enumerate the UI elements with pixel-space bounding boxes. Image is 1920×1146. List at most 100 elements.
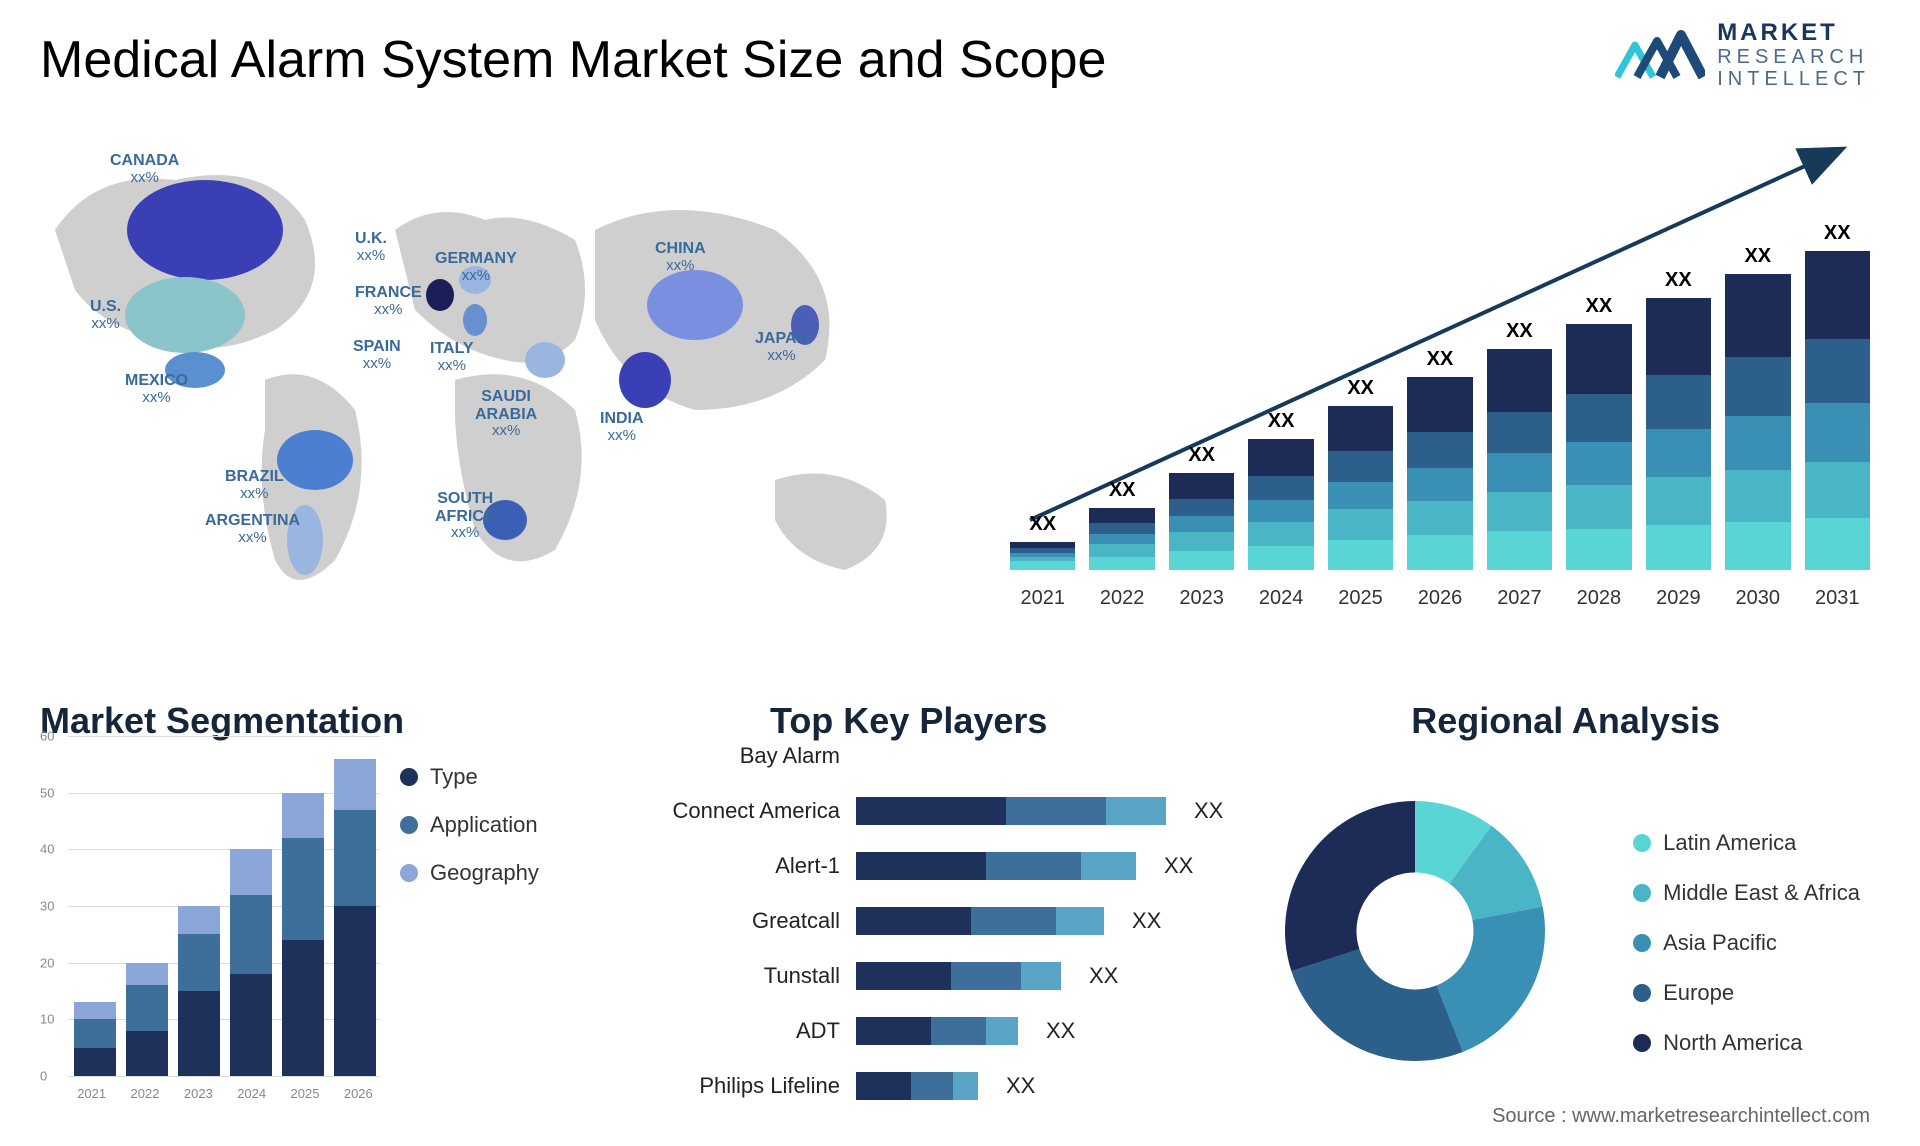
map-label-name: GERMANY — [435, 250, 517, 267]
growth-bar-segment — [1487, 412, 1552, 454]
growth-bar-segment — [1169, 532, 1234, 551]
growth-bar-segment — [1407, 535, 1472, 570]
growth-bar-segment — [1646, 525, 1711, 570]
map-label-pct: xx% — [435, 525, 495, 542]
growth-x-label: 2023 — [1169, 587, 1234, 610]
logo-line2: RESEARCH — [1717, 46, 1870, 68]
map-label-name: SAUDIARABIA — [475, 388, 537, 423]
seg-bar-segment — [126, 963, 168, 986]
regional-donut — [1270, 786, 1560, 1076]
seg-ytick: 10 — [40, 1012, 54, 1027]
growth-x-label: 2022 — [1089, 587, 1154, 610]
map-label-name: FRANCE — [355, 284, 422, 301]
player-bar-segment — [1006, 797, 1106, 825]
growth-x-label: 2021 — [1010, 587, 1075, 610]
growth-bar-segment — [1566, 394, 1631, 442]
player-value: XX — [1164, 853, 1193, 879]
legend-dot-icon — [1633, 1034, 1651, 1052]
legend-label: Geography — [430, 860, 539, 886]
growth-bar-segment — [1248, 476, 1313, 500]
growth-bar-segment — [1089, 523, 1154, 533]
growth-bar-segment — [1407, 501, 1472, 536]
growth-bar-segment — [1487, 453, 1552, 492]
regional-legend: Latin AmericaMiddle East & AfricaAsia Pa… — [1633, 830, 1860, 1056]
legend-dot-icon — [1633, 834, 1651, 852]
seg-bar-segment — [334, 759, 376, 810]
seg-bar-segment — [334, 810, 376, 906]
growth-bar-segment — [1566, 324, 1631, 395]
map-label-pct: xx% — [355, 248, 387, 265]
player-bar-segment — [856, 962, 951, 990]
player-row: Philips LifelineXX — [630, 1066, 1270, 1106]
map-label-name: INDIA — [600, 410, 644, 427]
seg-x-label: 2021 — [70, 1086, 113, 1101]
map-label-pct: xx% — [475, 423, 537, 440]
player-bar-segment — [856, 852, 986, 880]
segmentation-legend: TypeApplicationGeography — [400, 764, 539, 886]
seg-bar-segment — [230, 849, 272, 894]
map-label: SPAINxx% — [353, 338, 401, 372]
growth-bar-segment — [1407, 468, 1472, 501]
player-bar-segment — [953, 1072, 978, 1100]
map-label: ARGENTINAxx% — [205, 512, 300, 546]
growth-bar-segment — [1407, 432, 1472, 468]
map-label-pct: xx% — [125, 390, 188, 407]
growth-bar-label: XX — [1268, 410, 1295, 433]
legend-item: Asia Pacific — [1633, 930, 1860, 956]
growth-bar-segment — [1010, 561, 1075, 570]
map-label: CHINAxx% — [655, 240, 706, 274]
key-players-chart: Bay AlarmConnect AmericaXXAlert-1XXGreat… — [630, 736, 1270, 1106]
seg-bar-segment — [178, 991, 220, 1076]
player-name: Greatcall — [630, 908, 840, 934]
segmentation-chart: 0102030405060 202120222023202420252026 — [40, 736, 380, 1106]
player-name: Philips Lifeline — [630, 1073, 840, 1099]
map-label: FRANCExx% — [355, 284, 422, 318]
seg-ytick: 40 — [40, 842, 54, 857]
seg-bar-segment — [230, 974, 272, 1076]
player-value: XX — [1194, 798, 1223, 824]
seg-x-label: 2026 — [337, 1086, 380, 1101]
map-label-name: U.S. — [90, 298, 121, 315]
player-row: Alert-1XX — [630, 846, 1270, 886]
growth-bar-segment — [1328, 540, 1393, 570]
seg-bar-segment — [74, 1019, 116, 1047]
legend-dot-icon — [400, 816, 418, 834]
map-label: CANADAxx% — [110, 152, 179, 186]
growth-bar-segment — [1169, 551, 1234, 570]
growth-bar: XX — [1248, 410, 1313, 570]
growth-bar-segment — [1725, 522, 1790, 570]
growth-x-label: 2031 — [1805, 587, 1870, 610]
legend-item: Latin America — [1633, 830, 1860, 856]
map-label: U.K.xx% — [355, 230, 387, 264]
page-title: Medical Alarm System Market Size and Sco… — [40, 30, 1106, 90]
growth-bar: XX — [1805, 222, 1870, 570]
donut-segment — [1291, 949, 1462, 1061]
map-label: GERMANYxx% — [435, 250, 517, 284]
growth-bar-segment — [1089, 508, 1154, 524]
growth-chart: XXXXXXXXXXXXXXXXXXXXXX 20212022202320242… — [1010, 140, 1870, 610]
player-bar-segment — [931, 1017, 986, 1045]
growth-bar-label: XX — [1029, 513, 1056, 536]
growth-bar: XX — [1407, 348, 1472, 570]
growth-bar-label: XX — [1586, 295, 1613, 318]
seg-ytick: 20 — [40, 955, 54, 970]
player-bar-segment — [1081, 852, 1136, 880]
seg-x-label: 2024 — [230, 1086, 273, 1101]
growth-bar-label: XX — [1665, 269, 1692, 292]
player-row: TunstallXX — [630, 956, 1270, 996]
player-name: Bay Alarm — [630, 743, 840, 769]
player-value: XX — [1089, 963, 1118, 989]
seg-bar — [282, 793, 324, 1076]
growth-bar: XX — [1646, 269, 1711, 570]
player-row: GreatcallXX — [630, 901, 1270, 941]
seg-ytick: 50 — [40, 785, 54, 800]
map-label-pct: xx% — [225, 486, 284, 503]
map-saudi — [525, 342, 565, 378]
seg-ytick: 30 — [40, 899, 54, 914]
seg-bar-segment — [74, 1048, 116, 1076]
player-bar-segment — [951, 962, 1021, 990]
growth-bar-segment — [1169, 499, 1234, 516]
player-bar-segment — [1021, 962, 1061, 990]
player-row: ADTXX — [630, 1011, 1270, 1051]
legend-item: Geography — [400, 860, 539, 886]
